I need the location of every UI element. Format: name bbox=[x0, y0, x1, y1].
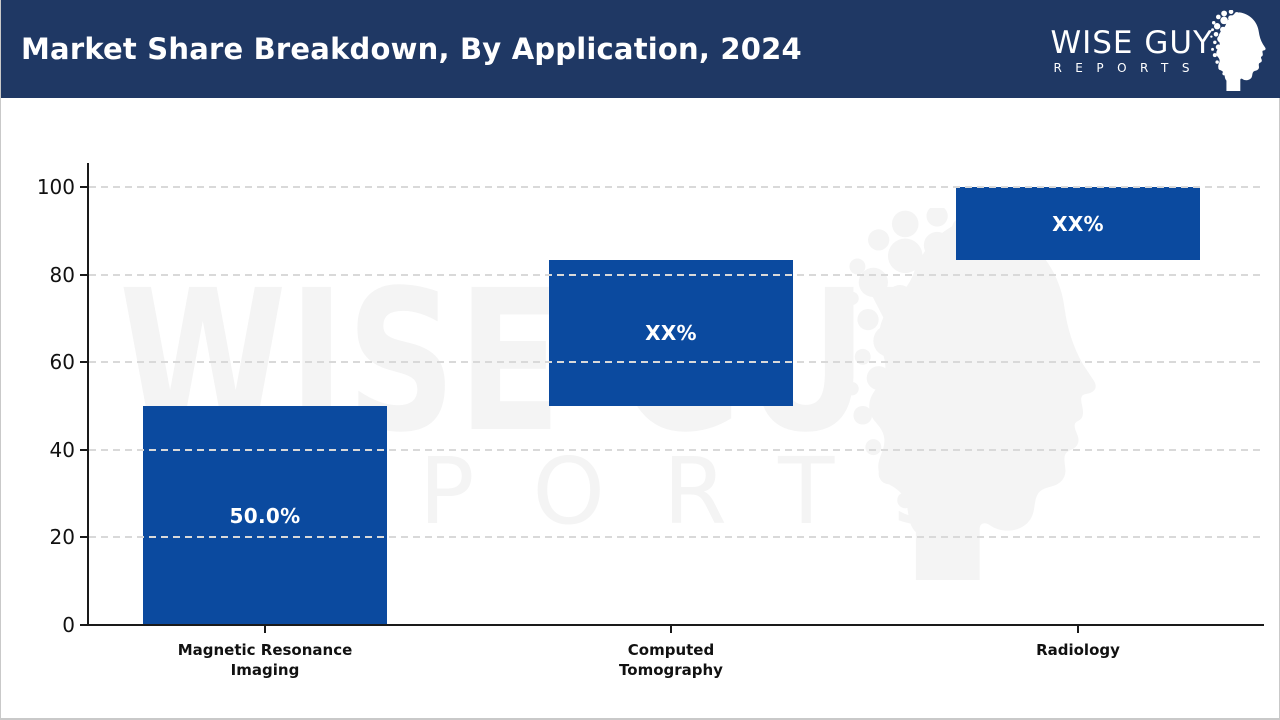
x-tick-mark bbox=[264, 626, 266, 633]
logo-reports-label: REPORTS bbox=[1053, 60, 1203, 75]
y-gridline bbox=[89, 536, 1263, 539]
y-tick-label: 60 bbox=[49, 350, 75, 375]
y-tick-label: 100 bbox=[36, 175, 75, 199]
bar-value-label: XX% bbox=[645, 321, 697, 346]
x-tick-label-line: Radiology bbox=[1036, 641, 1120, 659]
y-gridline bbox=[89, 361, 1263, 364]
y-tick-mark bbox=[80, 536, 88, 539]
y-gridline bbox=[89, 448, 1263, 451]
logo-wiseguy-label: WISE GUY bbox=[1050, 24, 1213, 61]
bar-value-label: 50.0% bbox=[229, 503, 301, 528]
header: Market Share Breakdown, By Application, … bbox=[1, 0, 1280, 98]
y-tick-mark bbox=[80, 448, 88, 451]
y-tick-label: 20 bbox=[49, 525, 75, 550]
wiseguy-logo: WISE GUY REPORTS bbox=[1050, 6, 1267, 94]
x-axis-line bbox=[87, 624, 1264, 626]
logo-text: WISE GUY REPORTS bbox=[1050, 26, 1213, 75]
y-gridline bbox=[89, 186, 1263, 188]
y-tick-mark bbox=[80, 186, 88, 188]
bar-value-label: XX% bbox=[1052, 211, 1104, 236]
logo-head-icon bbox=[1210, 9, 1266, 91]
y-tick-label: 80 bbox=[49, 262, 75, 287]
x-tick-label: Magnetic Resonance Imaging bbox=[105, 640, 425, 680]
x-tick-label: Radiology bbox=[918, 640, 1238, 660]
x-tick-label-line: Magnetic Resonance bbox=[177, 641, 353, 659]
x-tick-mark bbox=[1077, 626, 1079, 633]
x-tick-label-line: Imaging bbox=[230, 661, 300, 679]
y-tick-mark bbox=[80, 361, 88, 364]
y-tick-label: 40 bbox=[49, 437, 75, 462]
x-tick-mark bbox=[670, 626, 672, 633]
y-axis-line bbox=[87, 163, 89, 625]
y-tick-mark bbox=[80, 273, 88, 276]
y-tick-label: 0 bbox=[62, 613, 75, 637]
y-tick-mark bbox=[80, 624, 88, 626]
bar-segment bbox=[549, 260, 793, 406]
bar-segment bbox=[143, 406, 387, 625]
x-tick-label-line: Computed bbox=[627, 641, 715, 659]
x-tick-label: Computed Tomography bbox=[511, 640, 831, 680]
y-gridline bbox=[89, 273, 1263, 276]
x-tick-label-line: Tomography bbox=[619, 661, 723, 679]
page-title: Market Share Breakdown, By Application, … bbox=[21, 32, 802, 66]
